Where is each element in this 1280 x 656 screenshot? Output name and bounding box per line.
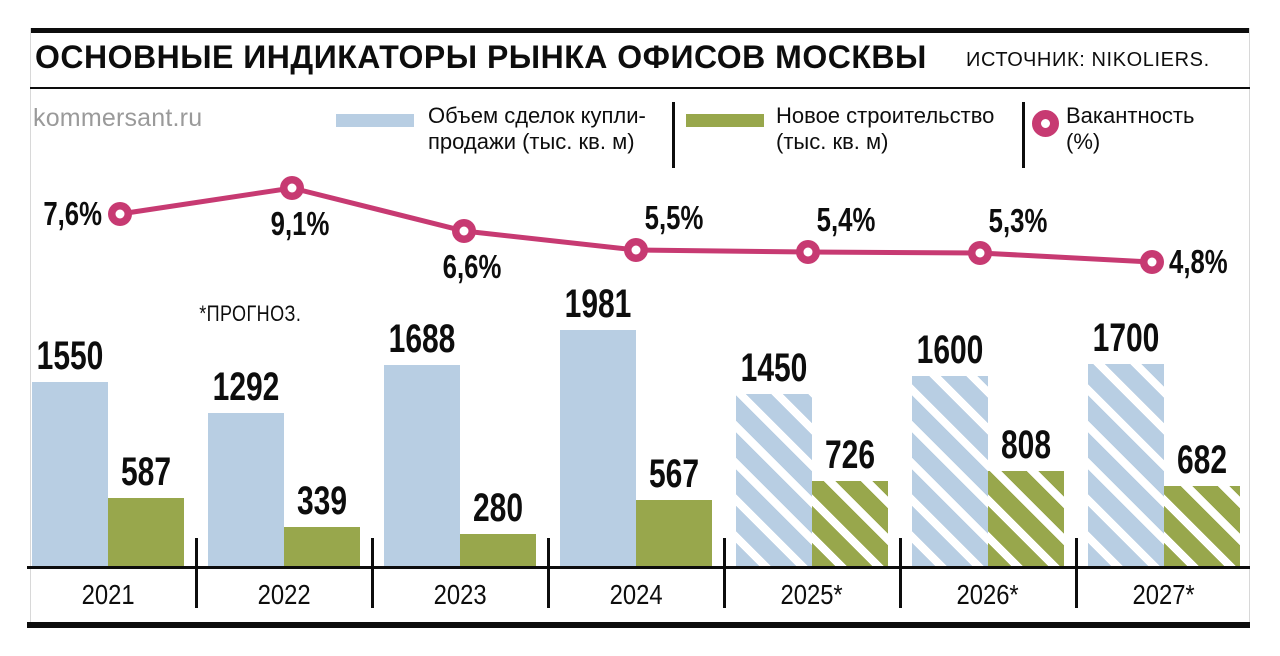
bar-value-construction-2027*: 682 <box>1176 438 1228 482</box>
axis-tick <box>195 538 198 608</box>
bar-construction-2021 <box>108 498 184 568</box>
axis-tick <box>723 538 726 608</box>
vacancy-value-2024: 5,5% <box>644 199 704 236</box>
source-label: ИСТОЧНИК: NIKOLIERS. <box>966 49 1210 71</box>
right-edge <box>1249 28 1250 628</box>
bar-value-deals-2023: 1688 <box>388 317 456 361</box>
vacancy-marker-2021 <box>108 202 132 226</box>
bar-deals-2021 <box>32 382 108 568</box>
bar-construction-2026* <box>988 471 1064 568</box>
year-label-2021: 2021 <box>81 579 135 610</box>
vacancy-value-2021: 7,6% <box>43 195 102 232</box>
vacancy-marker-2026* <box>968 241 992 265</box>
vacancy-marker-2024 <box>624 238 648 262</box>
header-divider <box>30 87 1250 89</box>
bar-construction-2024 <box>636 500 712 568</box>
year-label-2024: 2024 <box>609 579 663 610</box>
x-axis <box>27 566 1250 569</box>
bar-value-construction-2022: 339 <box>296 479 348 523</box>
bar-deals-2024 <box>560 330 636 568</box>
vacancy-marker-2022 <box>280 176 304 200</box>
vacancy-marker-hole <box>115 209 125 219</box>
bar-value-deals-2025*: 1450 <box>740 346 808 390</box>
brand-watermark: kommersant.ru <box>33 104 203 132</box>
legend-label-deals: Объем сделок купли- продажи (тыс. кв. м) <box>428 103 646 154</box>
year-label-2026*: 2026* <box>956 579 1020 610</box>
axis-tick <box>371 538 374 608</box>
vacancy-value-2022: 9,1% <box>270 205 330 242</box>
bar-construction-2027* <box>1164 486 1240 568</box>
bar-value-construction-2024: 567 <box>648 452 700 496</box>
bar-value-deals-2026*: 1600 <box>916 328 984 372</box>
bar-value-construction-2025*: 726 <box>824 433 876 477</box>
bar-value-deals-2021: 1550 <box>36 334 104 378</box>
vacancy-marker-hole <box>631 245 641 255</box>
year-label-2022: 2022 <box>257 579 311 610</box>
legend-label-construction: Новое строительство (тыс. кв. м) <box>776 103 995 154</box>
year-label-2027*: 2027* <box>1132 579 1196 610</box>
bar-value-deals-2027*: 1700 <box>1092 316 1160 360</box>
bar-deals-2025* <box>736 394 812 568</box>
vacancy-marker-hole <box>287 183 297 193</box>
bar-value-deals-2022: 1292 <box>212 365 280 409</box>
forecast-note: *ПРОГНОЗ. <box>199 301 302 326</box>
vacancy-marker-hole <box>975 248 985 258</box>
axis-tick <box>547 538 550 608</box>
year-label-2023: 2023 <box>433 579 487 610</box>
bar-construction-2023 <box>460 534 536 568</box>
legend-swatch-construction <box>686 114 764 127</box>
bar-value-construction-2026*: 808 <box>1000 423 1052 467</box>
vacancy-marker-icon <box>1032 110 1059 137</box>
vacancy-value-2023: 6,6% <box>442 248 502 285</box>
axis-tick <box>1075 538 1078 608</box>
year-label-2025*: 2025* <box>780 579 844 610</box>
vacancy-marker-hole <box>803 247 813 257</box>
left-edge <box>30 28 31 628</box>
bar-deals-2022 <box>208 413 284 568</box>
legend-swatch-deals <box>336 114 414 127</box>
bar-value-construction-2021: 587 <box>120 450 172 494</box>
bar-deals-2026* <box>912 376 988 568</box>
vacancy-value-2027*: 4,8% <box>1169 243 1228 280</box>
bar-construction-2025* <box>812 481 888 568</box>
top-rule <box>30 28 1250 33</box>
vacancy-marker-hole <box>1147 257 1157 267</box>
vacancy-marker-2027* <box>1140 250 1164 274</box>
bar-construction-2022 <box>284 527 360 568</box>
axis-tick <box>899 538 902 608</box>
bar-deals-2027* <box>1088 364 1164 568</box>
vacancy-marker-2025* <box>796 240 820 264</box>
page-title: ОСНОВНЫЕ ИНДИКАТОРЫ РЫНКА ОФИСОВ МОСКВЫ <box>35 39 927 75</box>
bar-deals-2023 <box>384 365 460 568</box>
legend-divider-1 <box>672 102 675 168</box>
vacancy-value-2026*: 5,3% <box>988 202 1048 239</box>
vacancy-marker-2023 <box>452 219 476 243</box>
bar-value-construction-2023: 280 <box>472 486 524 530</box>
vacancy-marker-hole <box>459 226 469 236</box>
bottom-rule <box>27 622 1250 628</box>
bar-value-deals-2024: 1981 <box>564 282 632 326</box>
vacancy-value-2025*: 5,4% <box>816 201 876 238</box>
legend-divider-2 <box>1022 102 1025 168</box>
legend-label-vacancy: Вакантность (%) <box>1066 103 1195 154</box>
